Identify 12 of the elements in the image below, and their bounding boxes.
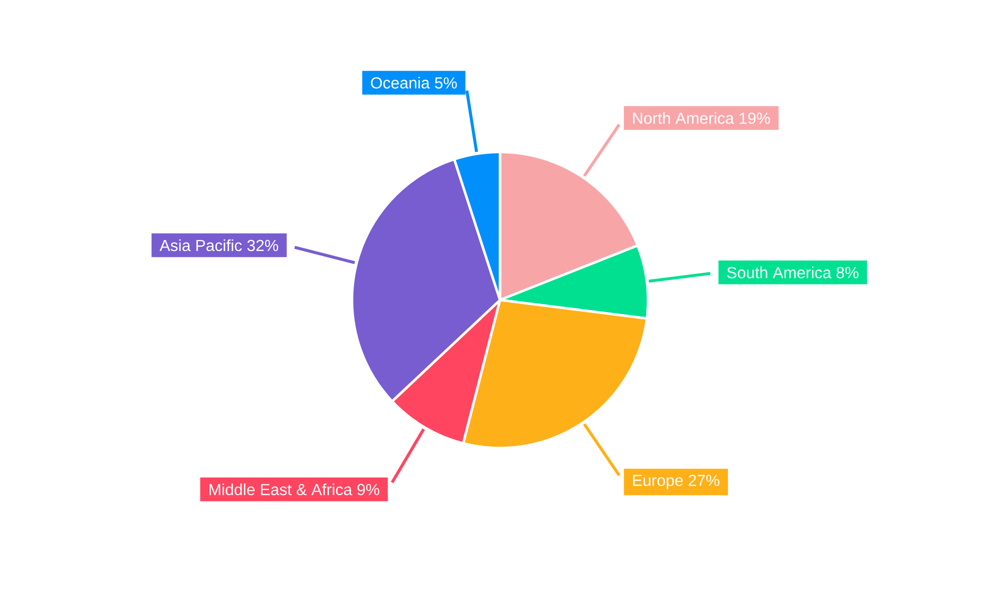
slice-label: Asia Pacific (160, 239, 242, 252)
data-label: 19% (740, 112, 770, 124)
slice-label: Oceania (370, 76, 430, 89)
slice-label: Europe (633, 474, 683, 490)
data-label: 9% (357, 484, 380, 496)
data-label: 27% (688, 474, 720, 486)
data-label: 32% (247, 240, 278, 252)
data-label: 8% (836, 266, 858, 278)
slice-label: North America (633, 112, 734, 124)
slice-label: South America (727, 266, 832, 278)
data-label: 5% (434, 77, 457, 89)
slice-label: Middle East & Africa (210, 483, 352, 496)
